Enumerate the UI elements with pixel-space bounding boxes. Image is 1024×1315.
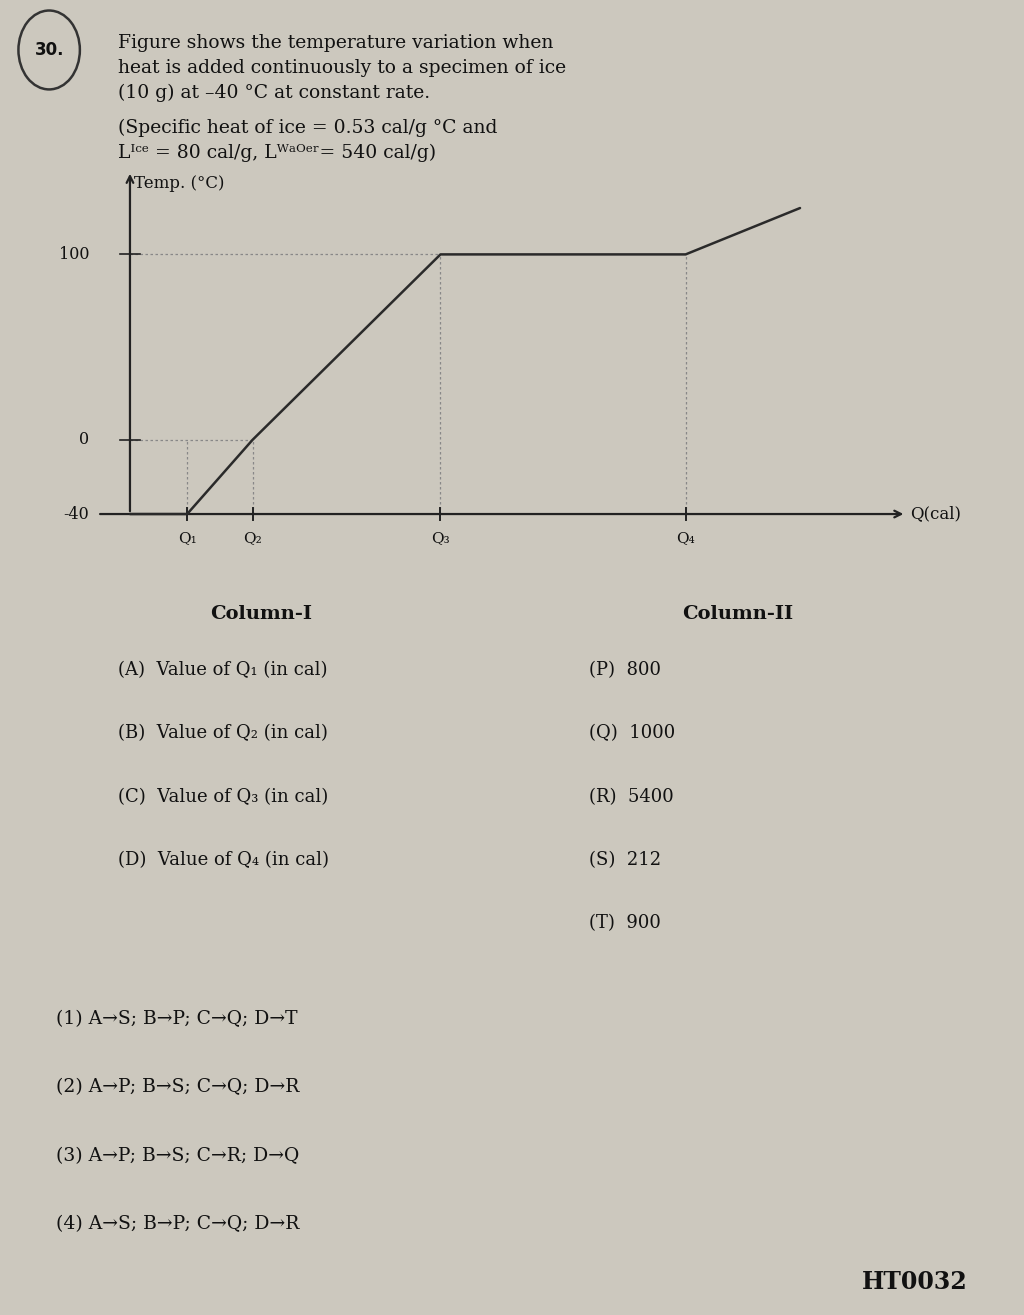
Text: (3) A→P; B→S; C→R; D→Q: (3) A→P; B→S; C→R; D→Q: [56, 1147, 300, 1165]
Text: (P)  800: (P) 800: [589, 661, 660, 680]
Text: 100: 100: [58, 246, 89, 263]
Text: (R)  5400: (R) 5400: [589, 788, 674, 806]
Text: (1) A→S; B→P; C→Q; D→T: (1) A→S; B→P; C→Q; D→T: [56, 1010, 298, 1028]
Text: (T)  900: (T) 900: [589, 914, 660, 932]
Text: Q₃: Q₃: [431, 531, 450, 544]
Text: Q₄: Q₄: [676, 531, 695, 544]
Text: (Q)  1000: (Q) 1000: [589, 725, 675, 743]
Text: (2) A→P; B→S; C→Q; D→R: (2) A→P; B→S; C→Q; D→R: [56, 1078, 300, 1097]
Text: 30.: 30.: [35, 41, 63, 59]
Text: Temp. (°C): Temp. (°C): [134, 175, 224, 192]
Text: heat is added continuously to a specimen of ice: heat is added continuously to a specimen…: [118, 59, 566, 78]
Text: (B)  Value of Q₂ (in cal): (B) Value of Q₂ (in cal): [118, 725, 328, 743]
Text: (Specific heat of ice = 0.53 cal/g °C and: (Specific heat of ice = 0.53 cal/g °C an…: [118, 118, 497, 137]
Text: Q₂: Q₂: [243, 531, 262, 544]
Text: (4) A→S; B→P; C→Q; D→R: (4) A→S; B→P; C→Q; D→R: [56, 1215, 300, 1233]
Text: (S)  212: (S) 212: [589, 851, 660, 869]
Text: (D)  Value of Q₄ (in cal): (D) Value of Q₄ (in cal): [118, 851, 329, 869]
Text: 0: 0: [79, 431, 89, 448]
Text: Lᴵᶜᵉ = 80 cal/g, Lᵂᵃᴼᵉʳ= 540 cal/g): Lᴵᶜᵉ = 80 cal/g, Lᵂᵃᴼᵉʳ= 540 cal/g): [118, 143, 436, 162]
Text: Q₁: Q₁: [178, 531, 197, 544]
Text: Column-II: Column-II: [682, 605, 793, 623]
Text: (A)  Value of Q₁ (in cal): (A) Value of Q₁ (in cal): [118, 661, 328, 680]
Text: -40: -40: [63, 505, 89, 522]
Text: (10 g) at –40 °C at constant rate.: (10 g) at –40 °C at constant rate.: [118, 84, 430, 103]
Text: Q(cal): Q(cal): [910, 505, 962, 522]
Text: HT0032: HT0032: [862, 1270, 968, 1294]
Text: Column-I: Column-I: [210, 605, 312, 623]
Text: (C)  Value of Q₃ (in cal): (C) Value of Q₃ (in cal): [118, 788, 328, 806]
Text: Figure shows the temperature variation when: Figure shows the temperature variation w…: [118, 34, 553, 53]
